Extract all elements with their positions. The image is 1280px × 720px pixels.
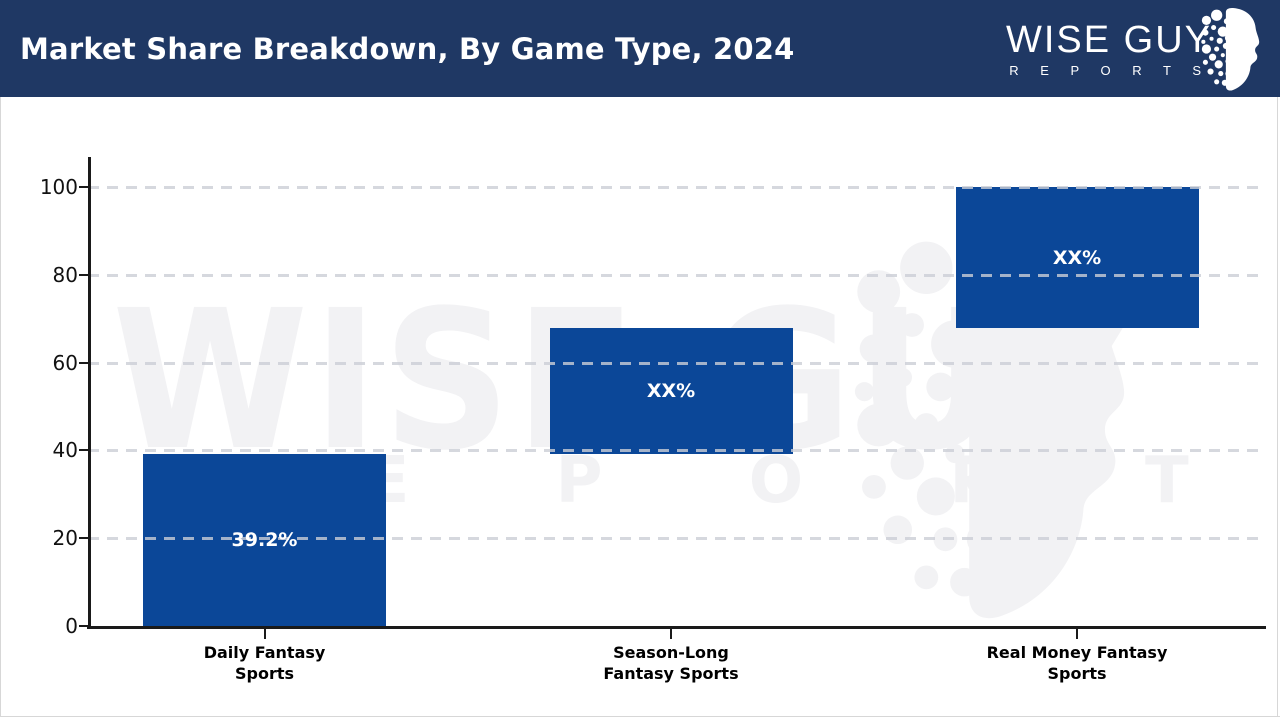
x-category-label-line: Sports [1047, 664, 1107, 683]
logo-wordmark-line2: R E P O R T S [1009, 62, 1210, 78]
bar-segment [955, 187, 1199, 329]
gridline [88, 273, 1266, 277]
x-category-label: Daily Fantasy Sports [105, 642, 425, 684]
x-axis-line [87, 626, 1266, 629]
page-border-left [0, 97, 1, 717]
y-axis-tick [79, 273, 88, 276]
y-axis-tick-label: 100 [39, 175, 78, 199]
watermark-face-icon [854, 234, 1125, 619]
bar-value-label: XX% [646, 380, 696, 403]
x-category-label-line: Daily Fantasy [203, 643, 326, 662]
x-category-label: Season-Long Fantasy Sports [511, 642, 831, 684]
x-category-label: Real Money Fantasy Sports [917, 642, 1237, 684]
x-axis-tick [670, 629, 672, 639]
x-axis-tick [263, 629, 266, 639]
x-axis-tick [1076, 629, 1078, 639]
x-category-label-line: Sports [234, 664, 295, 683]
y-axis-tick-label: 20 [52, 526, 78, 551]
y-axis-tick-label: 60 [52, 350, 78, 375]
gridline [88, 537, 1266, 541]
y-axis-tick [79, 537, 88, 540]
y-axis-tick [79, 361, 88, 364]
x-category-label-line: Real Money Fantasy [986, 643, 1168, 662]
gridline [88, 449, 1266, 453]
header-band: Market Share Breakdown, By Game Type, 20… [0, 0, 1280, 97]
x-category-label-line: Fantasy Sports [603, 664, 739, 683]
y-axis-tick-label: 40 [52, 438, 78, 463]
y-axis-tick [79, 449, 88, 452]
y-axis-tick-label: 80 [52, 262, 78, 287]
y-axis-tick-label: 0 [65, 614, 78, 638]
logo-wordmark: WISE GUY R E P O R T S [1006, 20, 1212, 78]
gridline [88, 186, 1266, 189]
y-axis-line [88, 157, 91, 629]
page-border-right [1277, 97, 1278, 717]
chart-title: Market Share Breakdown, By Game Type, 20… [20, 31, 795, 66]
chart-area: WISE GUY R E P O R T S 39.2%XX%XX%020406… [0, 97, 1280, 720]
y-axis-tick [79, 625, 88, 627]
logo-wordmark-line1: WISE GUY [1005, 18, 1212, 61]
wiseguy-logo: WISE GUY R E P O R T S [1006, 6, 1280, 92]
gridline [88, 361, 1266, 365]
logo-face-icon [1201, 7, 1260, 91]
bar-segment [549, 328, 793, 454]
y-axis-tick [79, 186, 88, 188]
bar-value-label: 39.2% [231, 528, 298, 551]
x-category-label-line: Season-Long [613, 643, 729, 662]
bar-value-label: XX% [1052, 246, 1102, 269]
page-border-bottom [0, 716, 1280, 717]
